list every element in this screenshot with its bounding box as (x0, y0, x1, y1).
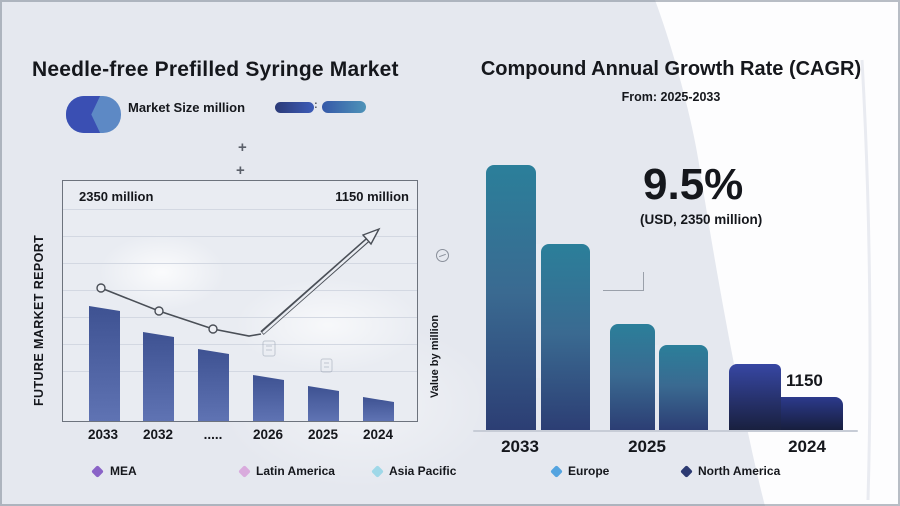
x-label: 2033 (87, 427, 119, 442)
bar-notch (655, 345, 659, 393)
legend-label-europe: Europe (568, 464, 610, 478)
gridline (63, 317, 417, 318)
gridline (63, 371, 417, 372)
right-chart-subtitle: From: 2025-2033 (621, 90, 721, 104)
gridline (63, 209, 417, 210)
left-chart-title: Needle-free Prefilled Syringe Market (32, 58, 399, 81)
bar-2033 (89, 306, 120, 421)
series-label: Market Size million (128, 100, 246, 115)
plus-mark-1: + (238, 139, 247, 156)
capsule-icon (66, 96, 121, 133)
data-label-1150: 1150 (786, 371, 823, 390)
gridline (63, 344, 417, 345)
cagr-value: 9.5% (643, 160, 744, 209)
bar-2033-primary (486, 165, 536, 430)
pill-icon-right (322, 101, 366, 113)
left-bar-chart: 2350 million 1150 million (62, 180, 418, 422)
trend-line-and-arrow (96, 227, 381, 373)
gridline (63, 236, 417, 237)
x-label: 2026 (252, 427, 284, 442)
capsule-icon-dark-half (66, 96, 101, 133)
bar-2024-primary (729, 364, 781, 430)
annotation-end-value: 1150 million (335, 189, 409, 204)
annotation-start-value: 2350 million (79, 189, 154, 204)
x-label: 2025 (307, 427, 339, 442)
bar-2025-secondary (659, 345, 708, 430)
plus-mark-2: + (236, 162, 245, 179)
legend-label-latin-america: Latin America (256, 464, 335, 478)
x-label: 2024 (362, 427, 394, 442)
gridline (63, 290, 417, 291)
legend-label-north-america: North America (698, 464, 781, 478)
bar-dots (198, 349, 229, 421)
x-label: 2025 (628, 437, 666, 456)
right-chart-title: Compound Annual Growth Rate (CAGR) (480, 58, 862, 80)
right-chart-x-axis: 2033 2025 2024 (450, 437, 890, 459)
bar-2032 (143, 332, 174, 421)
left-chart-x-axis: 2033 2032 ..... 2026 2025 2024 (62, 427, 418, 445)
x-label: 2033 (501, 437, 539, 456)
x-label: ..... (203, 427, 223, 442)
watermark-vertical-text: FUTURE MARKET REPORT (32, 234, 46, 406)
bar-2025-primary (610, 324, 655, 430)
bar-2025 (308, 386, 339, 421)
legend-label-mea: MEA (110, 464, 137, 478)
x-label: 2024 (788, 437, 826, 456)
cagr-note: (USD, 2350 million) (640, 212, 763, 227)
x-label: 2032 (142, 427, 174, 442)
bracket-decoration (603, 272, 644, 291)
bar-2033-secondary (541, 244, 590, 430)
minus-circle-icon (436, 249, 449, 262)
legend-label-asia-pacific: Asia Pacific (389, 464, 457, 478)
bar-group-2024 (729, 364, 843, 430)
bar-2026 (253, 375, 284, 421)
bar-group-2033 (486, 165, 590, 430)
gridline (63, 263, 417, 264)
right-chart-baseline (473, 430, 858, 432)
pill-icon-left (275, 102, 314, 113)
bar-group-2025 (610, 324, 708, 430)
right-chart-y-label: Value by million (429, 314, 441, 398)
bar-2024-secondary (781, 397, 843, 430)
bar-notch (536, 244, 541, 378)
pill-separator: : (314, 99, 318, 111)
